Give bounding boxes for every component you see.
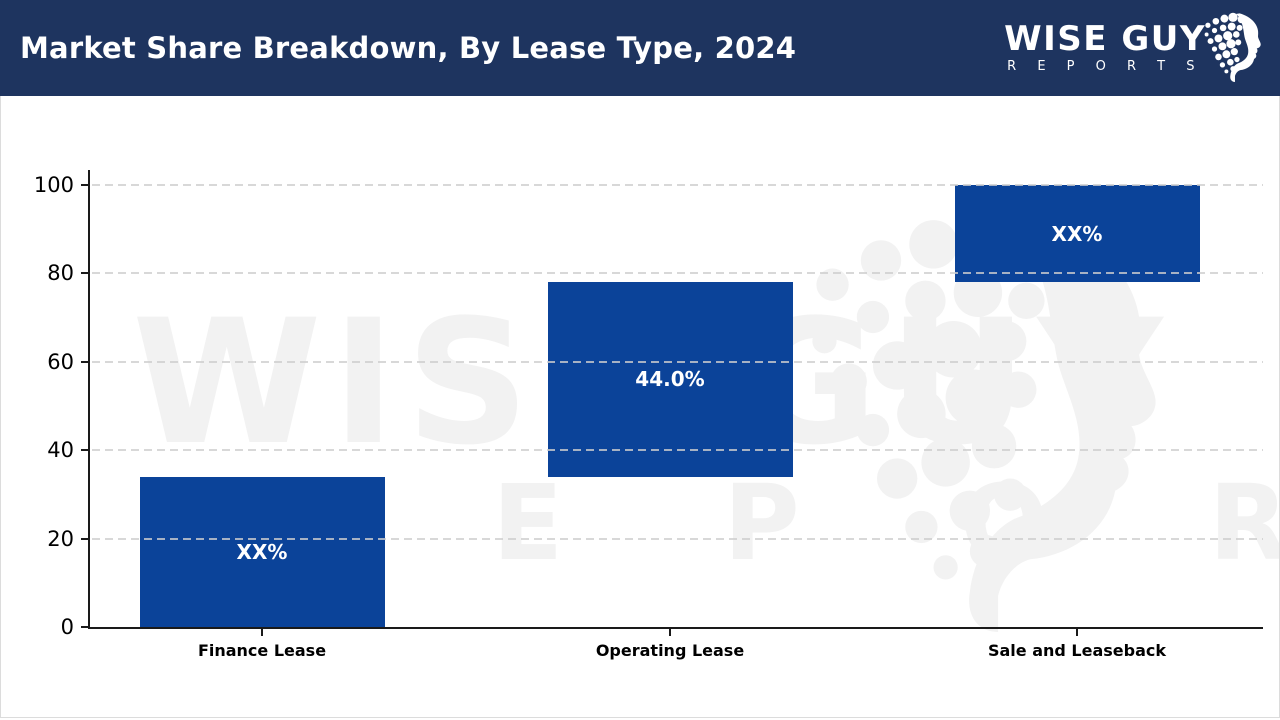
x-category-label: Sale and Leaseback <box>987 641 1167 660</box>
y-tick <box>81 537 90 540</box>
x-tick <box>1076 629 1078 636</box>
y-tick-label: 40 <box>47 438 74 463</box>
x-tick <box>261 629 263 636</box>
page-title: Market Share Breakdown, By Lease Type, 2… <box>20 31 797 65</box>
x-category-label: Finance Lease <box>197 641 327 660</box>
y-gridline <box>92 272 1263 275</box>
brand-logo: WISE GUY R E P O R T S <box>1004 10 1266 86</box>
logo-subtext: R E P O R T S <box>1007 58 1203 74</box>
bar-segment <box>954 185 1200 283</box>
y-axis-line <box>88 170 90 629</box>
y-tick <box>81 184 90 186</box>
logo-face-icon <box>1204 12 1261 82</box>
y-tick-label: 20 <box>47 526 74 551</box>
bar-segment <box>547 282 793 477</box>
y-gridline <box>92 537 1263 540</box>
y-tick <box>81 626 90 628</box>
y-tick-label: 0 <box>60 615 74 639</box>
bar-value-label: XX% <box>1051 221 1103 246</box>
header-bar: Market Share Breakdown, By Lease Type, 2… <box>0 0 1280 96</box>
y-tick <box>81 360 90 363</box>
y-tick <box>81 449 90 452</box>
brand-logo-text: WISE GUY R E P O R T S <box>1004 19 1206 74</box>
y-tick-label: 80 <box>47 261 74 286</box>
logo-wordmark: WISE GUY <box>1004 19 1206 60</box>
x-axis-line <box>88 627 1263 629</box>
bar-segment <box>139 476 385 627</box>
x-category-label: Operating Lease <box>595 641 745 660</box>
y-gridline <box>92 184 1263 186</box>
y-tick-label: 100 <box>33 173 74 197</box>
bar-value-label: XX% <box>236 539 288 564</box>
y-gridline <box>92 449 1263 452</box>
x-tick <box>669 629 671 636</box>
y-gridline <box>92 360 1263 363</box>
y-tick-label: 60 <box>47 349 74 374</box>
y-tick <box>81 272 90 275</box>
bar-value-label: 44.0% <box>635 367 705 392</box>
